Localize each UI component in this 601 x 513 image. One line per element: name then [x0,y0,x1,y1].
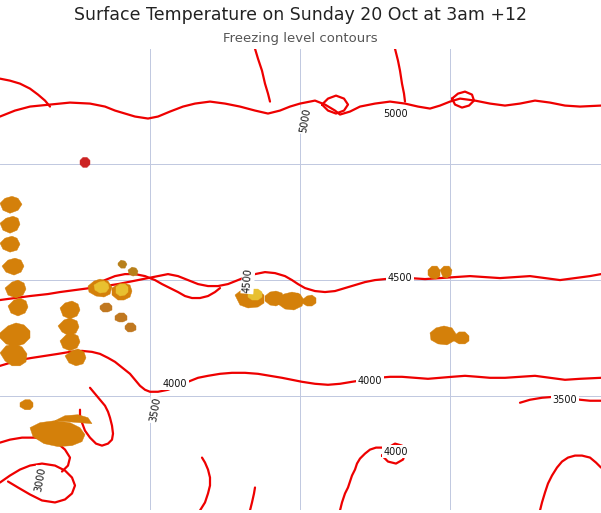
Polygon shape [0,236,20,252]
Polygon shape [8,298,28,316]
Polygon shape [112,283,132,300]
Polygon shape [0,196,22,213]
Polygon shape [440,266,452,278]
Polygon shape [2,258,24,275]
Polygon shape [265,291,284,306]
Polygon shape [454,332,469,344]
Polygon shape [60,301,80,319]
Text: 4000: 4000 [384,447,408,457]
Polygon shape [125,323,136,332]
Polygon shape [278,292,304,310]
Polygon shape [0,216,20,233]
Polygon shape [302,295,316,306]
Polygon shape [94,281,109,293]
Polygon shape [60,333,80,351]
Polygon shape [55,415,92,424]
Polygon shape [58,318,79,336]
Polygon shape [116,284,128,296]
Polygon shape [30,421,85,447]
Text: 4000: 4000 [358,376,382,386]
Text: 4500: 4500 [388,273,412,283]
Text: 5000: 5000 [298,108,312,133]
Polygon shape [80,157,90,167]
Polygon shape [115,313,127,322]
Polygon shape [290,293,300,302]
Text: 4500: 4500 [242,267,254,293]
Polygon shape [428,266,440,279]
Polygon shape [5,280,26,298]
Polygon shape [128,267,138,276]
Polygon shape [118,260,127,268]
Polygon shape [65,349,86,366]
Polygon shape [430,326,456,345]
Text: 3500: 3500 [553,394,578,405]
Text: 5000: 5000 [383,109,407,119]
Polygon shape [20,400,33,410]
Polygon shape [235,289,264,308]
Text: Freezing level contours: Freezing level contours [223,32,378,46]
Text: 3500: 3500 [148,397,162,423]
Polygon shape [0,323,30,347]
Text: Surface Temperature on Sunday 20 Oct at 3am +12: Surface Temperature on Sunday 20 Oct at … [74,6,527,24]
Polygon shape [248,289,262,300]
Polygon shape [88,279,112,297]
Polygon shape [0,344,27,366]
Polygon shape [100,303,112,312]
Text: 3000: 3000 [33,467,47,492]
Text: 4000: 4000 [163,379,188,389]
